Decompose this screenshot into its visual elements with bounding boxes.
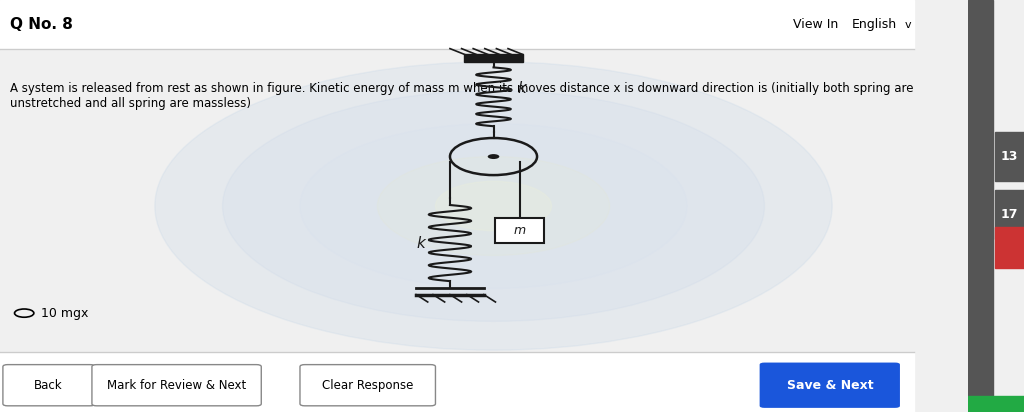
Bar [0,352,914,412]
FancyBboxPatch shape [3,365,95,406]
FancyBboxPatch shape [300,365,435,406]
Text: m: m [514,224,525,237]
Circle shape [155,62,833,350]
Text: Mark for Review & Next: Mark for Review & Next [108,379,247,392]
Bar [994,227,1024,268]
Circle shape [487,154,500,159]
Bar [994,190,1024,239]
Text: 13: 13 [1000,150,1018,163]
Bar [968,396,1024,412]
Text: k: k [518,81,526,96]
Text: View In: View In [794,18,839,31]
Text: 17: 17 [1000,208,1018,221]
Bar [465,54,522,62]
Bar [968,0,993,412]
Circle shape [378,157,609,255]
Bar [0,0,914,49]
Text: Clear Response: Clear Response [322,379,414,392]
Text: Q No. 8: Q No. 8 [9,17,73,32]
FancyBboxPatch shape [92,365,261,406]
Text: 10 mgx: 10 mgx [41,307,88,320]
Text: Save & Next: Save & Next [787,379,873,392]
Text: English: English [852,18,897,31]
Bar [496,218,544,243]
Circle shape [435,181,552,231]
Text: v: v [905,20,911,30]
Text: k: k [416,236,425,250]
Circle shape [300,124,687,288]
Text: A system is released from rest as shown in figure. Kinetic energy of mass m when: A system is released from rest as shown … [9,82,913,110]
Bar [994,132,1024,181]
Circle shape [222,91,765,321]
Text: Back: Back [34,379,62,392]
FancyBboxPatch shape [760,363,900,408]
